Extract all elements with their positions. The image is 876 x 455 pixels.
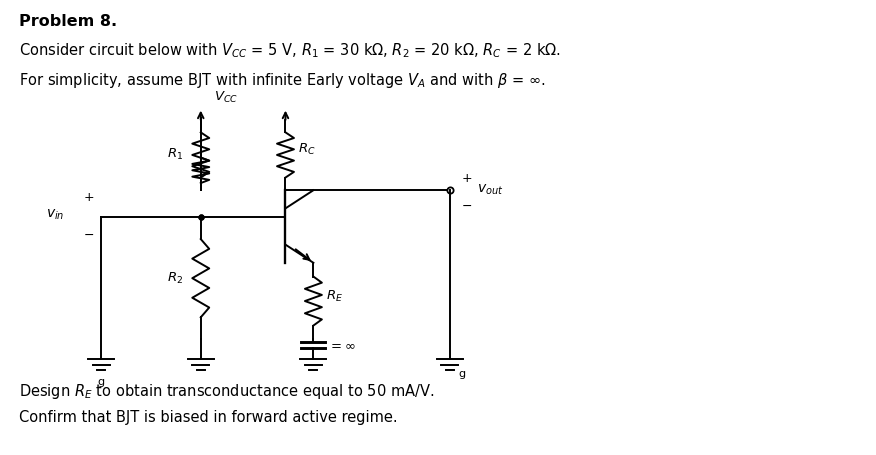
Text: −: − [84,228,95,242]
Text: $= \infty$: $= \infty$ [328,339,357,352]
Text: −: − [462,200,472,212]
Text: $R_1$: $R_1$ [166,147,183,162]
Text: +: + [462,172,472,185]
Text: g: g [458,369,465,379]
Text: +: + [84,191,95,204]
Text: Problem 8.: Problem 8. [19,14,117,29]
Text: $R_E$: $R_E$ [327,288,343,303]
Text: $R_C$: $R_C$ [299,142,316,157]
Text: For simplicity, assume BJT with infinite Early voltage $V_A$ and with $\beta$ = : For simplicity, assume BJT with infinite… [19,71,546,90]
Text: $V_{CC}$: $V_{CC}$ [214,90,237,105]
Text: $v_{out}$: $v_{out}$ [477,183,504,197]
Text: Confirm that BJT is biased in forward active regime.: Confirm that BJT is biased in forward ac… [19,410,398,425]
Text: $v_{in}$: $v_{in}$ [46,208,65,222]
Text: Design $R_E$ to obtain transconductance equal to 50 mA/V.: Design $R_E$ to obtain transconductance … [19,382,434,401]
Text: g: g [97,377,104,387]
Text: $R_2$: $R_2$ [166,271,183,286]
Text: Consider circuit below with $V_{CC}$ = 5 V, $R_1$ = 30 k$\Omega$, $R_2$ = 20 k$\: Consider circuit below with $V_{CC}$ = 5… [19,41,562,60]
